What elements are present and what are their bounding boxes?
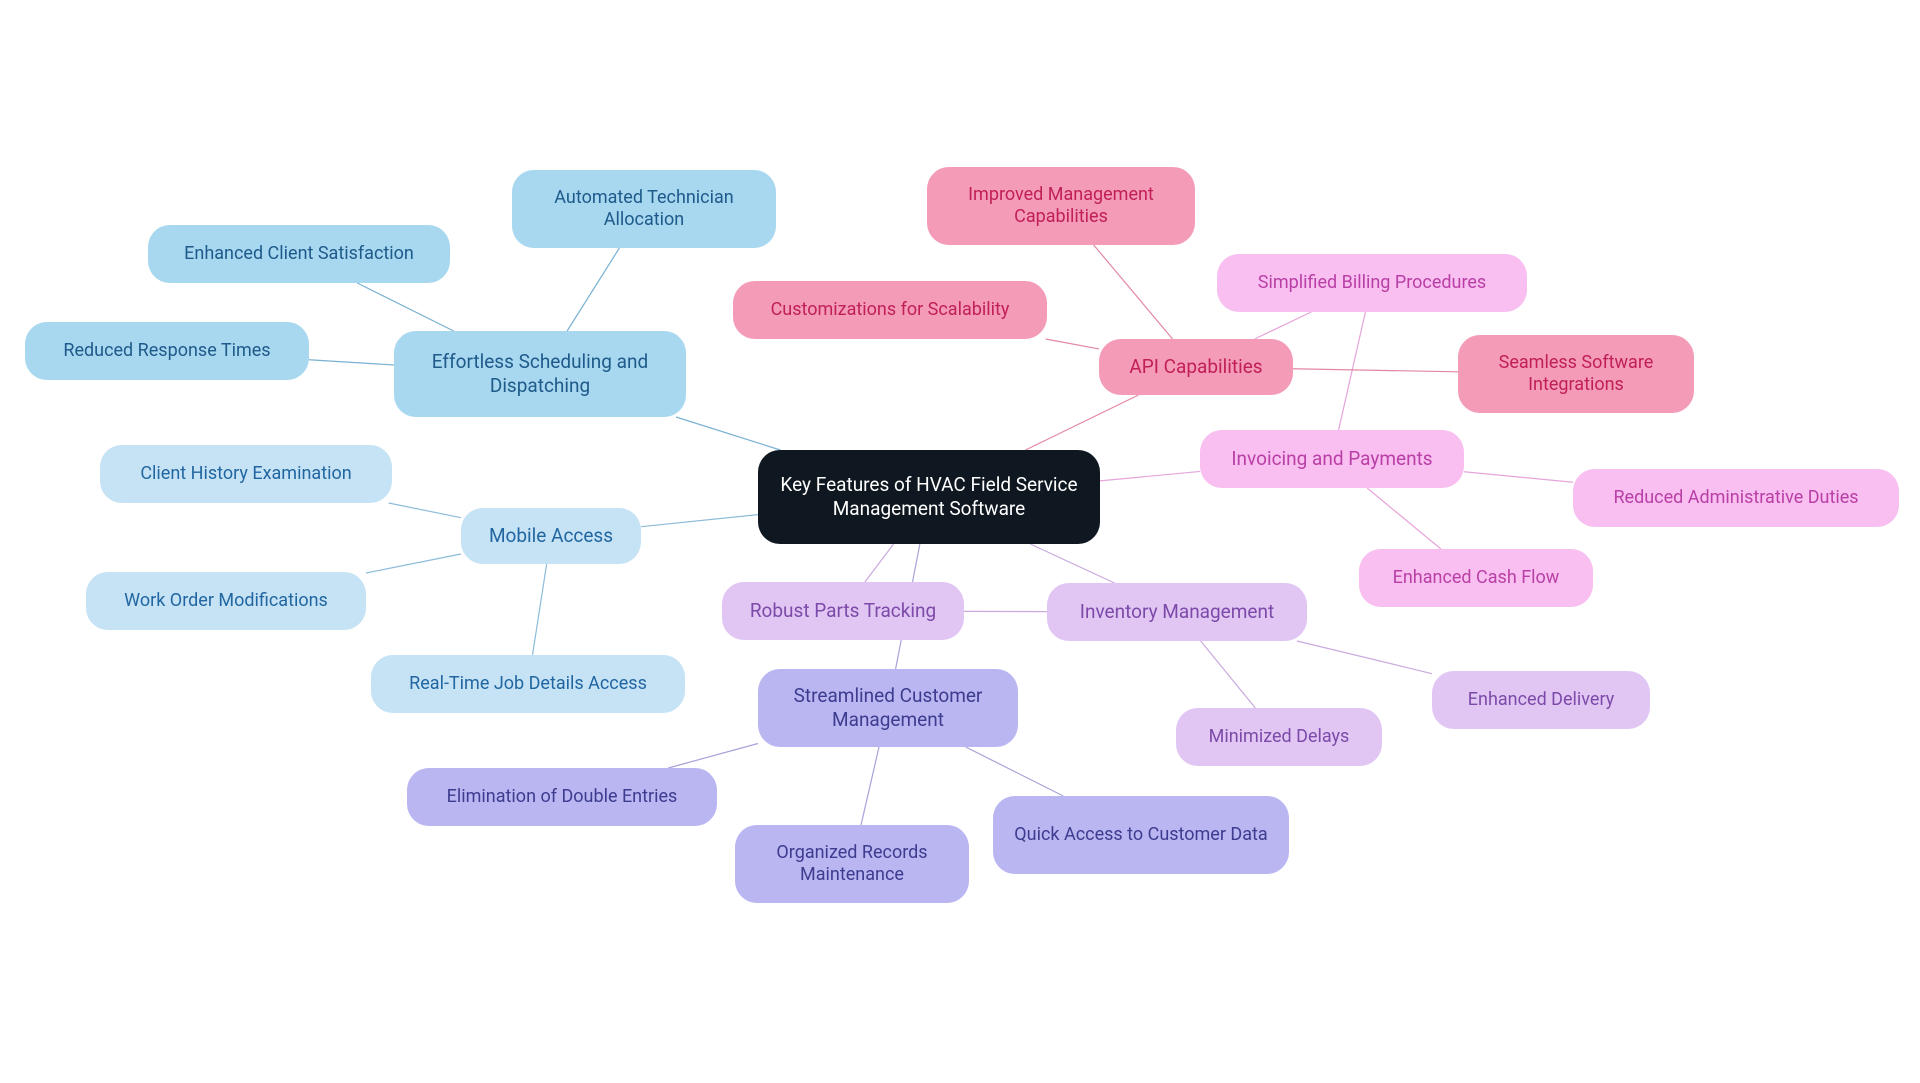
node-label: Streamlined Customer Management — [778, 684, 998, 732]
node-pay_cash: Enhanced Cash Flow — [1359, 549, 1593, 607]
node-label: Organized Records Maintenance — [755, 842, 949, 887]
node-mob_rt: Real-Time Job Details Access — [371, 655, 685, 713]
node-parts: Robust Parts Tracking — [722, 582, 964, 640]
node-label: Enhanced Client Satisfaction — [184, 243, 414, 266]
edge-api-api_mgmt — [1094, 245, 1173, 339]
node-pay_admin: Reduced Administrative Duties — [1573, 469, 1899, 527]
node-label: Enhanced Cash Flow — [1393, 567, 1560, 590]
edge-mobile-mob_hist — [389, 503, 461, 518]
edge-center-sched — [676, 417, 780, 450]
node-inv_delay: Minimized Delays — [1176, 708, 1382, 766]
node-label: Invoicing and Payments — [1231, 447, 1432, 471]
edge-api-api_int — [1293, 369, 1458, 372]
edge-cust-cust_rec — [861, 747, 879, 825]
node-label: Key Features of HVAC Field Service Manag… — [778, 473, 1080, 521]
edge-sched-sched_sat — [357, 283, 453, 331]
node-mob_hist: Client History Examination — [100, 445, 392, 503]
node-label: Inventory Management — [1080, 600, 1274, 624]
edge-center-parts — [865, 544, 894, 582]
node-center: Key Features of HVAC Field Service Manag… — [758, 450, 1100, 544]
edge-pay-pay_cash — [1367, 488, 1441, 549]
node-cust_quick: Quick Access to Customer Data — [993, 796, 1289, 874]
edge-inv-inv_del — [1297, 641, 1432, 674]
edge-inv-inv_delay — [1201, 641, 1256, 708]
edge-api-pay_bill — [1255, 312, 1312, 339]
node-label: Improved Management Capabilities — [947, 184, 1175, 229]
node-label: Customizations for Scalability — [771, 299, 1010, 322]
node-label: Minimized Delays — [1209, 726, 1350, 749]
node-cust_rec: Organized Records Maintenance — [735, 825, 969, 903]
mindmap-canvas: Key Features of HVAC Field Service Manag… — [0, 0, 1920, 1083]
node-label: Seamless Software Integrations — [1478, 352, 1674, 397]
node-mob_wo: Work Order Modifications — [86, 572, 366, 630]
edge-pay-pay_bill — [1339, 312, 1366, 430]
node-api: API Capabilities — [1099, 339, 1293, 395]
node-cust: Streamlined Customer Management — [758, 669, 1018, 747]
node-label: Reduced Administrative Duties — [1613, 487, 1858, 510]
node-inv: Inventory Management — [1047, 583, 1307, 641]
edge-sched-sched_auto — [567, 248, 619, 331]
node-sched: Effortless Scheduling and Dispatching — [394, 331, 686, 417]
node-sched_sat: Enhanced Client Satisfaction — [148, 225, 450, 283]
node-label: Automated Technician Allocation — [532, 187, 756, 232]
edge-mobile-mob_rt — [533, 564, 547, 655]
node-sched_resp: Reduced Response Times — [25, 322, 309, 380]
edge-api-api_cust — [1046, 339, 1099, 349]
node-api_int: Seamless Software Integrations — [1458, 335, 1694, 413]
edge-pay-pay_admin — [1464, 472, 1573, 483]
edge-center-api — [1026, 395, 1139, 450]
node-label: Enhanced Delivery — [1468, 689, 1614, 712]
node-label: Quick Access to Customer Data — [1014, 824, 1267, 847]
node-cust_dbl: Elimination of Double Entries — [407, 768, 717, 826]
node-label: Reduced Response Times — [63, 340, 270, 363]
edge-sched-sched_resp — [309, 360, 394, 365]
node-label: Work Order Modifications — [124, 590, 328, 613]
node-label: API Capabilities — [1129, 355, 1262, 379]
edge-cust-cust_quick — [966, 747, 1064, 796]
node-label: Mobile Access — [489, 524, 613, 548]
node-label: Real-Time Job Details Access — [409, 673, 647, 696]
node-label: Simplified Billing Procedures — [1258, 272, 1486, 295]
node-label: Effortless Scheduling and Dispatching — [414, 350, 666, 398]
node-pay: Invoicing and Payments — [1200, 430, 1464, 488]
node-api_mgmt: Improved Management Capabilities — [927, 167, 1195, 245]
edge-cust-cust_dbl — [668, 743, 758, 768]
node-api_cust: Customizations for Scalability — [733, 281, 1047, 339]
node-label: Robust Parts Tracking — [750, 599, 936, 623]
node-label: Elimination of Double Entries — [447, 786, 678, 809]
edge-center-mobile — [641, 515, 758, 527]
node-pay_bill: Simplified Billing Procedures — [1217, 254, 1527, 312]
node-mobile: Mobile Access — [461, 508, 641, 564]
node-sched_auto: Automated Technician Allocation — [512, 170, 776, 248]
edge-center-pay — [1100, 471, 1200, 480]
node-label: Client History Examination — [140, 463, 351, 486]
edge-center-inv — [1030, 544, 1114, 583]
edge-mobile-mob_wo — [366, 554, 461, 573]
node-inv_del: Enhanced Delivery — [1432, 671, 1650, 729]
